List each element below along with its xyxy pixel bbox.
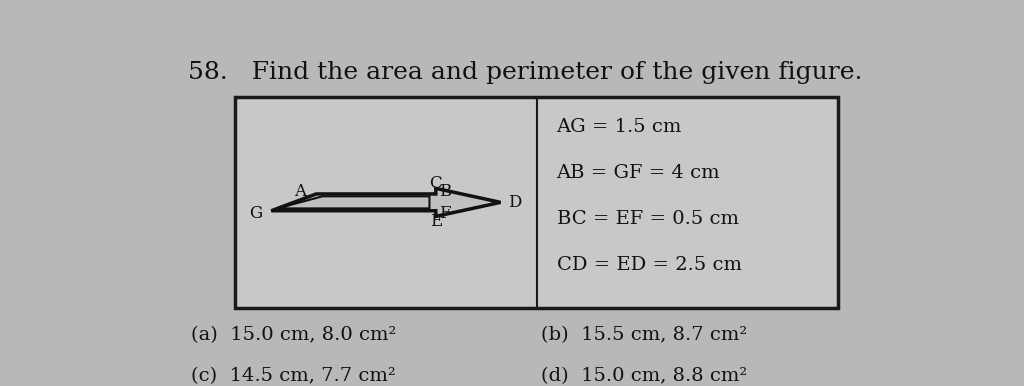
Text: (c)  14.5 cm, 7.7 cm²: (c) 14.5 cm, 7.7 cm² — [191, 367, 396, 385]
Text: CD = ED = 2.5 cm: CD = ED = 2.5 cm — [557, 256, 741, 274]
Text: D: D — [508, 194, 521, 211]
Text: F: F — [439, 205, 452, 222]
Text: C: C — [429, 174, 442, 191]
Text: B: B — [439, 183, 452, 200]
Text: (a)  15.0 cm, 8.0 cm²: (a) 15.0 cm, 8.0 cm² — [191, 326, 397, 344]
Text: BC = EF = 0.5 cm: BC = EF = 0.5 cm — [557, 210, 738, 228]
Text: (b)  15.5 cm, 8.7 cm²: (b) 15.5 cm, 8.7 cm² — [541, 326, 746, 344]
Text: E: E — [430, 213, 442, 230]
Text: G: G — [249, 205, 262, 222]
Bar — [236, 97, 839, 308]
Text: (d)  15.0 cm, 8.8 cm²: (d) 15.0 cm, 8.8 cm² — [541, 367, 746, 385]
Text: AB = GF = 4 cm: AB = GF = 4 cm — [557, 164, 720, 182]
Text: AG = 1.5 cm: AG = 1.5 cm — [557, 118, 682, 135]
Polygon shape — [271, 188, 501, 217]
Text: A: A — [294, 183, 306, 200]
Text: 58.   Find the area and perimeter of the given figure.: 58. Find the area and perimeter of the g… — [187, 61, 862, 84]
